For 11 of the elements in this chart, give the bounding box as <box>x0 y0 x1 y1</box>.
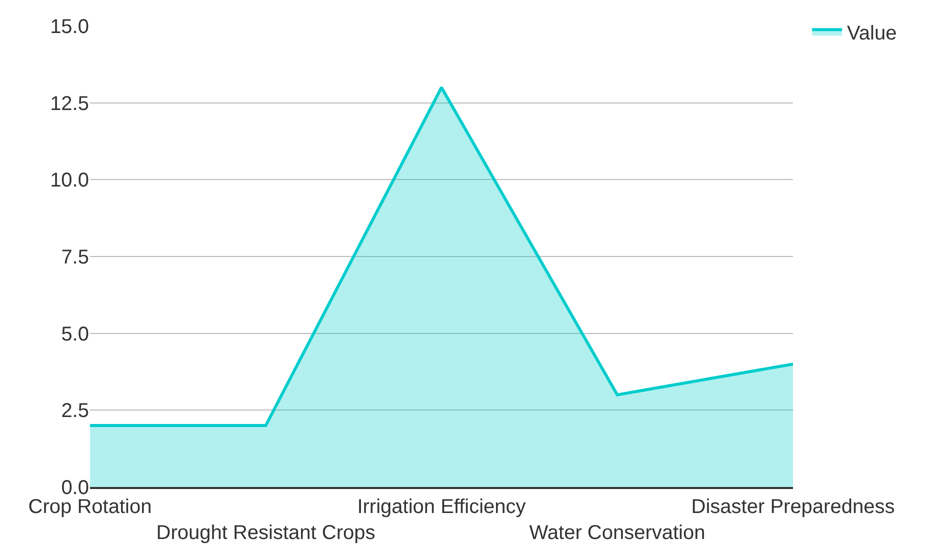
y-tick-label: 5.0 <box>61 323 89 346</box>
y-tick-label: 10.0 <box>50 170 89 192</box>
legend-label: Value <box>847 22 897 44</box>
y-tick-label: 15.0 <box>50 16 89 38</box>
x-tick-label: Water Conservation <box>529 522 706 544</box>
y-tick-label: 2.5 <box>61 400 89 422</box>
y-tick-label: 7.5 <box>61 246 89 268</box>
y-tick-label: 12.5 <box>50 92 89 115</box>
x-tick-label: Disaster Preparedness <box>691 496 895 518</box>
x-tick-label: Irrigation Efficiency <box>357 496 526 518</box>
x-tick-label: Drought Resistant Crops <box>156 522 376 544</box>
